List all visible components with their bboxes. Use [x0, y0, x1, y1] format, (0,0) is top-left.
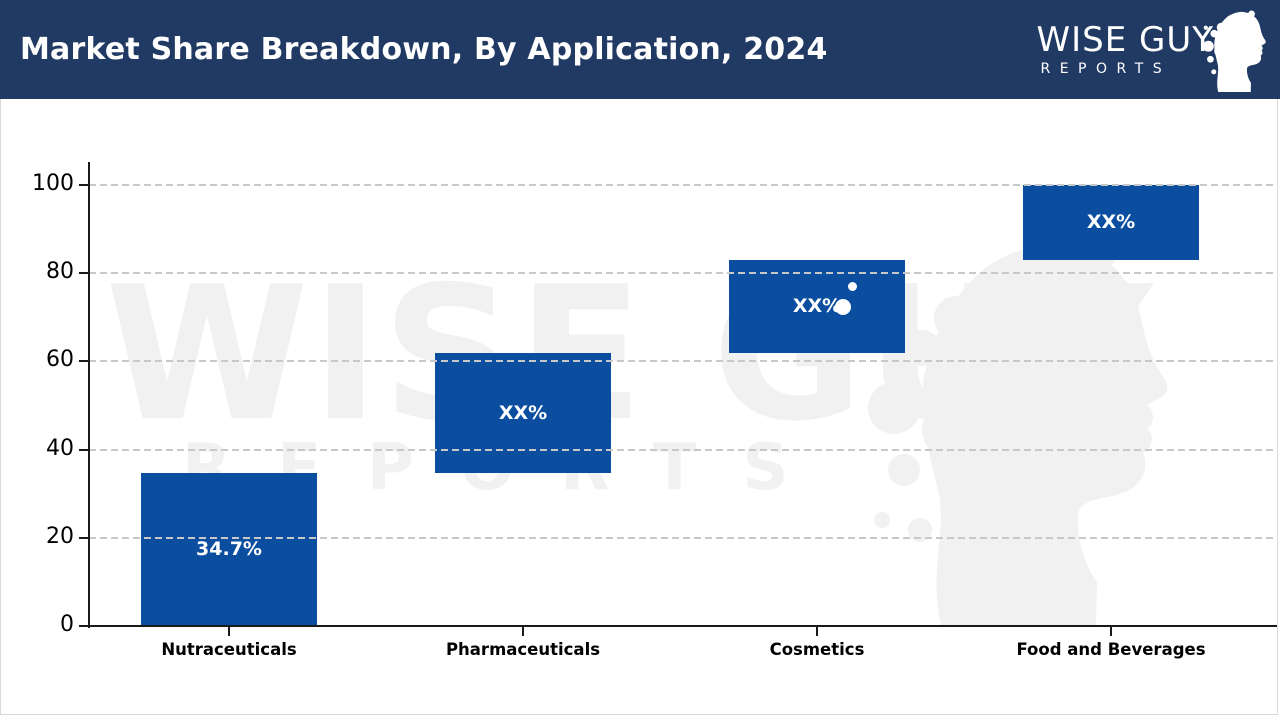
x-tick	[522, 627, 524, 636]
bar-cosmetics: XX%	[729, 259, 905, 353]
logo-head-icon	[1202, 10, 1266, 92]
gridline-100	[89, 184, 1277, 186]
wise-guy-logo: WISE GUY REPORTS	[1036, 6, 1270, 94]
y-tick	[79, 184, 88, 186]
logo-wordmark: WISE GUY	[1036, 20, 1214, 61]
y-tick-label: 100	[32, 171, 74, 196]
logo-text: WISE GUY REPORTS	[1036, 20, 1214, 77]
x-tick-label: Food and Beverages	[1016, 640, 1206, 659]
logo-reports-text: REPORTS	[1040, 60, 1172, 77]
watermark-dot-overlay	[835, 299, 851, 315]
y-tick-label: 40	[46, 435, 74, 461]
y-tick	[79, 272, 88, 275]
y-tick	[79, 360, 88, 363]
x-tick-label: Nutraceuticals	[161, 640, 297, 659]
y-tick	[79, 536, 88, 539]
x-tick	[228, 627, 230, 636]
x-tick	[1110, 627, 1112, 636]
x-axis	[88, 625, 1277, 627]
gridline-40	[89, 448, 1277, 451]
y-tick	[79, 625, 88, 627]
watermark-dot-overlay	[848, 282, 857, 291]
bar-nutraceuticals: 34.7%	[141, 472, 317, 626]
bar-food-and-beverages: XX%	[1023, 185, 1199, 260]
y-tick-label: 60	[46, 347, 74, 373]
bar-value-label: XX%	[498, 401, 548, 424]
header-band: Market Share Breakdown, By Application, …	[0, 0, 1280, 99]
x-tick	[816, 627, 818, 636]
gridline-80	[89, 272, 1277, 275]
y-axis	[88, 162, 90, 628]
bar-value-label: XX%	[1086, 211, 1136, 234]
x-tick-label: Pharmaceuticals	[445, 640, 601, 659]
gridline-20	[89, 536, 1277, 539]
bar-value-label: XX%	[792, 295, 842, 318]
gridline-60	[89, 360, 1277, 363]
page-title: Market Share Breakdown, By Application, …	[20, 32, 828, 67]
y-tick-label: 80	[46, 259, 74, 285]
x-tick-label: Cosmetics	[769, 640, 865, 659]
bar-pharmaceuticals: XX%	[435, 352, 611, 473]
y-tick-label: 20	[46, 523, 74, 549]
bar-value-label: 34.7%	[196, 538, 262, 561]
y-tick	[79, 448, 88, 451]
y-tick-label: 0	[60, 612, 74, 637]
